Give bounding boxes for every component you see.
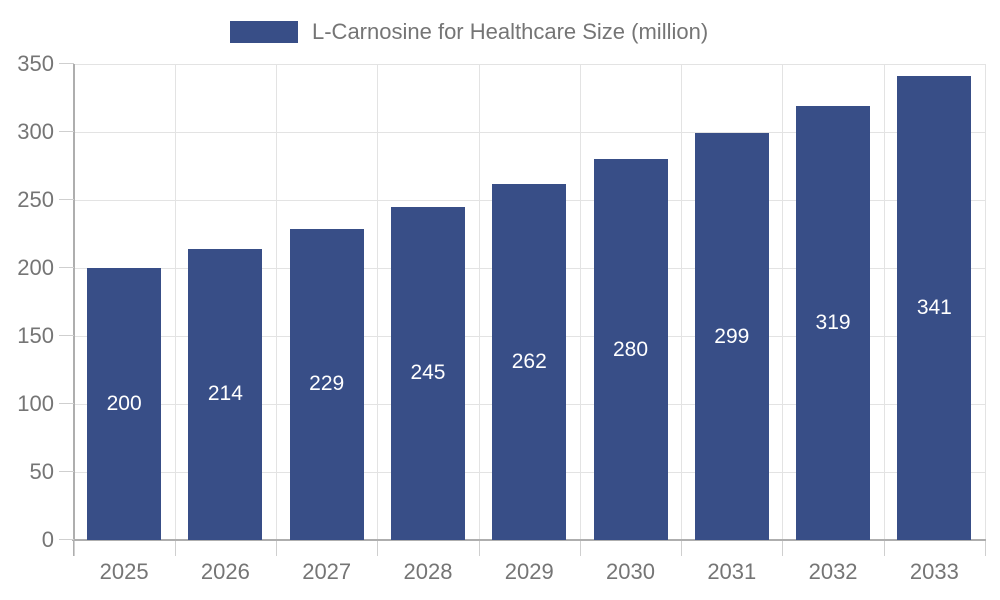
y-tick <box>59 335 74 336</box>
v-gridline <box>985 64 986 540</box>
y-axis-line <box>72 64 75 556</box>
y-tick-label: 150 <box>17 323 54 348</box>
x-tick-label: 2027 <box>302 559 352 584</box>
h-gridline <box>73 64 985 65</box>
bar <box>188 248 263 540</box>
y-tick <box>59 63 74 64</box>
x-tick <box>73 541 75 556</box>
legend-label: L-Carnosine for Healthcare Size (million… <box>312 19 709 44</box>
x-tick <box>478 541 480 556</box>
y-tick-label: 100 <box>17 391 54 416</box>
bar-value-label: 229 <box>309 372 345 396</box>
x-tick <box>782 541 784 556</box>
x-tick-label: 2030 <box>606 559 655 584</box>
bar-value-label: 280 <box>612 337 649 361</box>
y-tick <box>59 267 74 268</box>
y-tick <box>59 539 74 540</box>
x-axis-line <box>71 539 986 541</box>
y-tick-label: 50 <box>29 459 54 484</box>
bar-value-label: 341 <box>916 296 952 320</box>
y-tick <box>59 471 74 472</box>
v-gridline <box>782 64 784 540</box>
x-tick-label: 2031 <box>707 559 757 584</box>
v-gridline <box>276 64 278 540</box>
bar <box>897 76 972 540</box>
x-tick <box>276 541 278 556</box>
y-tick <box>59 199 74 200</box>
bar <box>796 106 871 540</box>
v-gridline <box>478 64 480 540</box>
x-tick <box>883 541 885 556</box>
bar-value-label: 200 <box>106 392 142 415</box>
bar-value-label: 245 <box>410 361 446 385</box>
y-tick-label: 350 <box>17 51 54 76</box>
bar <box>87 268 162 540</box>
bar <box>492 183 567 540</box>
bar <box>593 159 668 540</box>
bar-value-label: 299 <box>714 324 750 348</box>
v-gridline <box>377 64 379 540</box>
bar-value-label: 214 <box>207 382 243 406</box>
x-tick-label: 2025 <box>99 559 149 584</box>
x-tick-label: 2032 <box>808 559 858 584</box>
bar <box>694 133 769 540</box>
y-tick-label: 0 <box>41 527 54 552</box>
legend-swatch-icon <box>230 21 298 43</box>
x-tick <box>681 541 683 556</box>
bar <box>289 228 364 540</box>
v-gridline <box>681 64 683 540</box>
x-tick-label: 2033 <box>909 559 959 584</box>
x-tick <box>174 541 176 556</box>
bar-value-label: 319 <box>815 311 851 335</box>
bar <box>390 206 465 540</box>
y-tick-label: 300 <box>17 119 54 144</box>
x-tick-label: 2028 <box>403 559 453 584</box>
bar-value-label: 262 <box>511 349 547 373</box>
v-gridline <box>883 64 885 540</box>
legend-item[interactable]: L-Carnosine for Healthcare Size (million… <box>230 19 708 45</box>
y-tick <box>59 403 74 404</box>
y-tick-label: 250 <box>17 187 54 212</box>
v-gridline <box>579 64 581 540</box>
h-gridline <box>73 132 985 133</box>
x-tick <box>377 541 379 556</box>
x-tick <box>579 541 581 556</box>
y-tick-label: 200 <box>17 255 54 280</box>
x-tick-label: 2029 <box>504 559 554 584</box>
v-gridline <box>174 64 176 540</box>
x-tick-label: 2026 <box>200 559 250 584</box>
y-tick <box>59 131 74 132</box>
x-tick <box>985 541 986 556</box>
